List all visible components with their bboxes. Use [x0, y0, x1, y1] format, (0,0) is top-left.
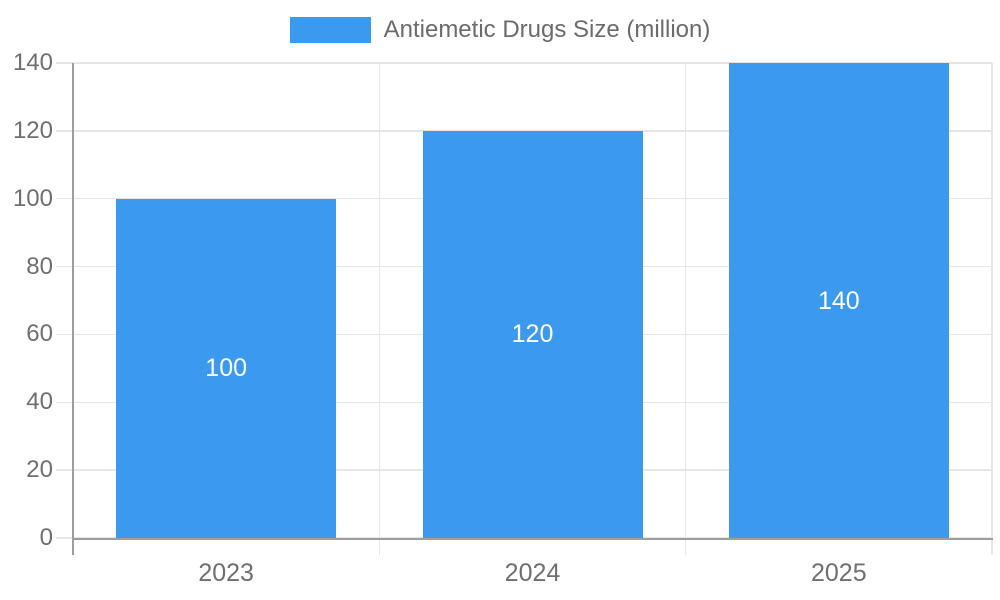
bar-2024[interactable] — [422, 130, 643, 538]
bar-value-label: 120 — [511, 320, 554, 349]
x-axis-tick — [378, 538, 381, 555]
legend-swatch-icon — [289, 17, 371, 43]
x-axis-tick-label: 2025 — [811, 559, 867, 587]
x-axis-tick — [684, 538, 687, 555]
legend[interactable]: Antiemetic Drugs Size (million) — [0, 17, 1000, 43]
y-axis-tick-label: 100 — [12, 184, 53, 212]
bar-2025[interactable] — [728, 63, 949, 538]
x-axis-tick — [991, 538, 993, 555]
x-gridline — [991, 63, 993, 538]
y-axis-line — [72, 63, 74, 555]
y-axis-tick-label: 60 — [26, 320, 53, 348]
x-axis-tick-label: 2024 — [504, 559, 561, 587]
y-axis-tick-label: 20 — [26, 456, 53, 484]
y-axis-tick-label: 0 — [39, 524, 53, 551]
x-axis-tick-label: 2023 — [198, 559, 254, 587]
y-axis-tick-label: 140 — [12, 49, 53, 76]
x-gridline — [378, 63, 381, 538]
y-axis-tick-label: 80 — [26, 252, 53, 280]
bar-value-label: 100 — [205, 354, 248, 383]
y-axis-tick-label: 120 — [12, 116, 53, 144]
x-gridline — [684, 63, 687, 538]
x-axis-line — [72, 538, 993, 540]
bar-2023[interactable] — [116, 198, 337, 538]
y-axis-tick-label: 40 — [26, 388, 53, 416]
y-gridline — [56, 62, 992, 64]
legend-label: Antiemetic Drugs Size (million) — [383, 16, 711, 43]
bar-value-label: 140 — [817, 286, 860, 315]
